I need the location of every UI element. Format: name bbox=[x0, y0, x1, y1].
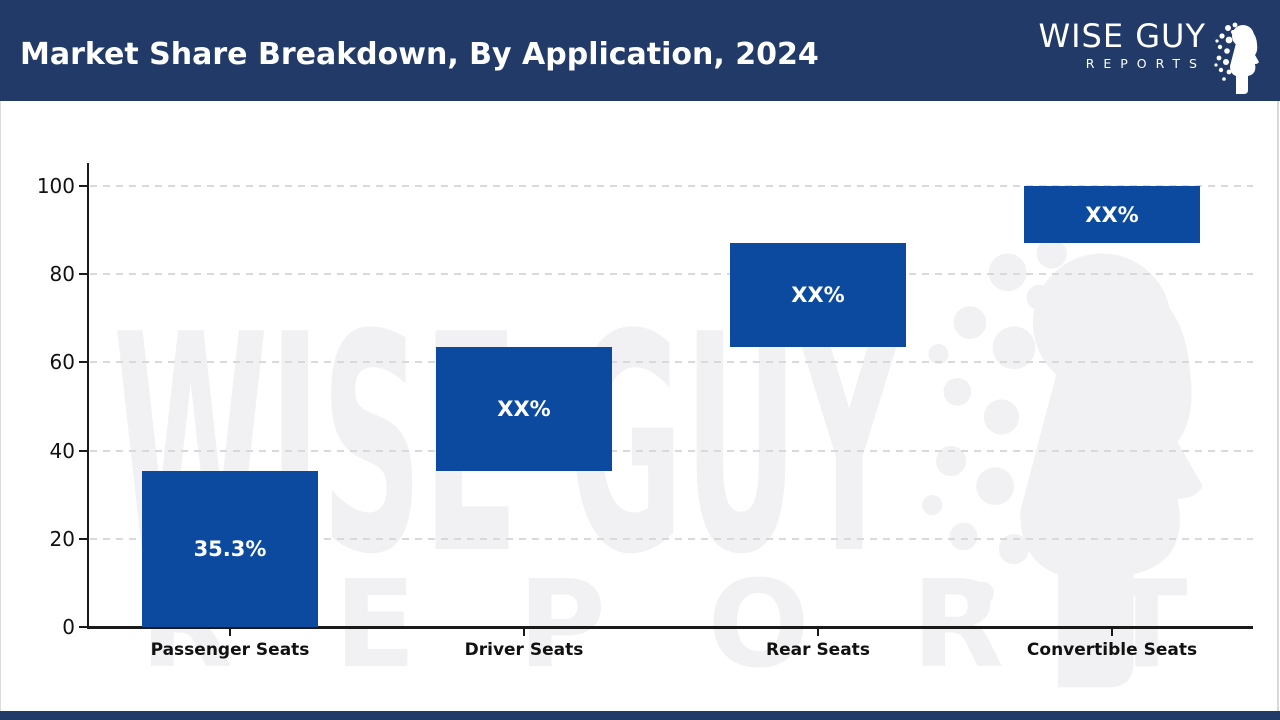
y-gridline bbox=[90, 537, 1253, 540]
y-tick-mark bbox=[79, 361, 87, 364]
bar: XX% bbox=[730, 243, 906, 347]
x-axis-line bbox=[87, 626, 1253, 629]
x-axis-category-label: Convertible Seats bbox=[1026, 640, 1198, 660]
left-frame-line bbox=[0, 101, 1, 712]
dotted-face-icon bbox=[1214, 22, 1259, 94]
bar: XX% bbox=[436, 346, 612, 472]
bar-value-label: XX% bbox=[497, 397, 551, 422]
bar-value-label: XX% bbox=[1085, 202, 1139, 227]
chart-title: Market Share Breakdown, By Application, … bbox=[20, 37, 819, 72]
footer-band bbox=[0, 711, 1280, 720]
y-tick-label: 80 bbox=[49, 262, 75, 287]
x-tick-mark bbox=[817, 629, 819, 636]
bar-value-label: XX% bbox=[791, 283, 845, 308]
brand-subname: REPORTS bbox=[1085, 55, 1206, 71]
x-axis-category-label: Driver Seats bbox=[464, 640, 584, 660]
brand-logo: WISE GUY REPORTS bbox=[1038, 17, 1262, 96]
y-tick-label: 0 bbox=[62, 615, 75, 639]
brand-logo-text: WISE GUY REPORTS bbox=[1038, 17, 1206, 71]
y-gridline bbox=[90, 361, 1253, 364]
x-axis-category-label: Passenger Seats bbox=[150, 640, 310, 660]
y-tick-label: 60 bbox=[49, 350, 75, 375]
y-tick-mark bbox=[79, 537, 87, 540]
y-tick-label: 20 bbox=[49, 526, 75, 551]
x-tick-mark bbox=[229, 629, 231, 636]
plot-area: 0 20 40 60 80 100 35.3% Passenger Seats XX% Drive… bbox=[0, 101, 1280, 711]
y-tick-mark bbox=[79, 185, 87, 187]
y-axis-line bbox=[87, 163, 89, 629]
watermark-dotted-face bbox=[922, 238, 1203, 688]
y-gridline bbox=[90, 185, 1253, 187]
y-gridline bbox=[90, 449, 1253, 452]
y-tick-label: 100 bbox=[36, 174, 75, 198]
bar: 35.3% bbox=[142, 471, 318, 627]
y-tick-mark bbox=[79, 273, 87, 276]
bar: XX% bbox=[1024, 186, 1200, 244]
header-band: Market Share Breakdown, By Application, … bbox=[0, 0, 1280, 101]
y-tick-label: 40 bbox=[49, 438, 75, 463]
x-tick-mark bbox=[1111, 629, 1113, 636]
right-frame-line bbox=[1277, 101, 1279, 712]
y-tick-mark bbox=[79, 449, 87, 452]
bar-value-label: 35.3% bbox=[193, 537, 267, 562]
y-gridline bbox=[90, 273, 1253, 276]
x-tick-mark bbox=[523, 629, 525, 636]
brand-name: WISE GUY bbox=[1038, 17, 1206, 55]
x-axis-category-label: Rear Seats bbox=[766, 640, 870, 660]
y-tick-mark bbox=[79, 626, 87, 628]
